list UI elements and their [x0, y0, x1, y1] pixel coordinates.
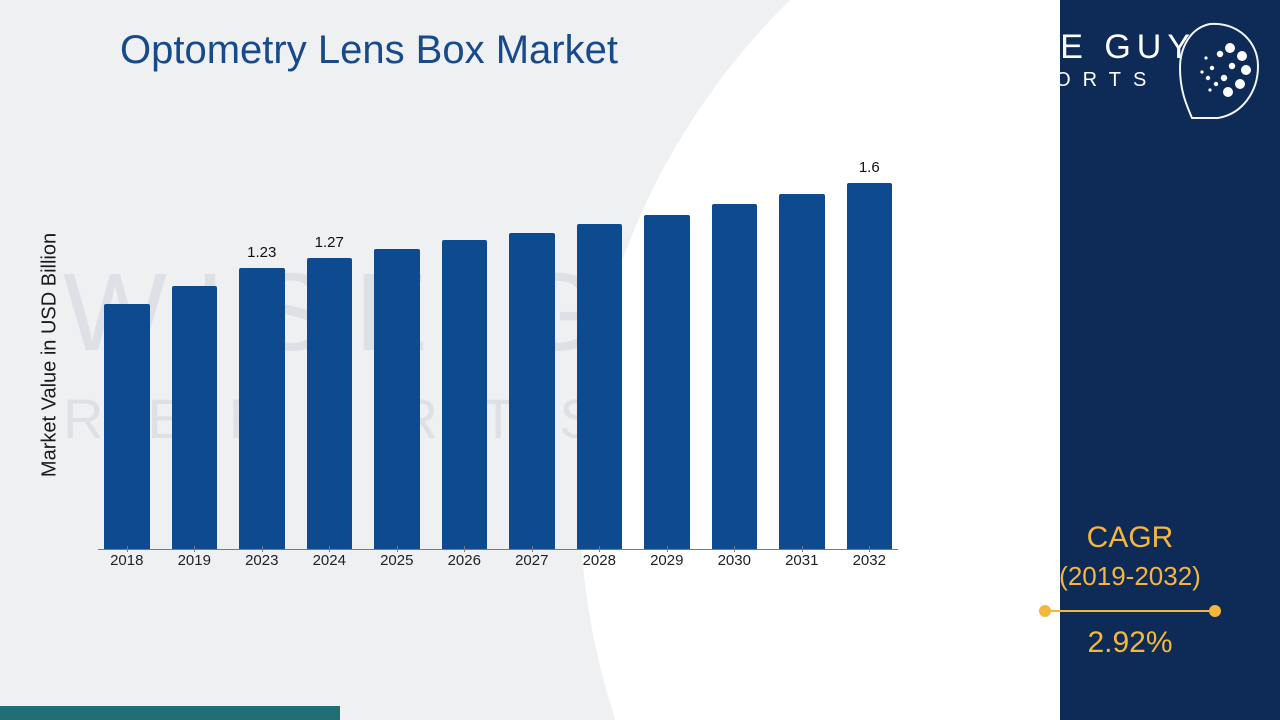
bar-wrap: 1.6	[847, 159, 893, 549]
bar-wrap: 1.23	[239, 244, 285, 549]
y-axis-label: Market Value in USD Billion	[39, 233, 62, 477]
bar	[172, 286, 218, 549]
plot-area: 1.23 1.27 1.6	[98, 160, 898, 550]
bar	[577, 224, 623, 549]
bar	[847, 183, 893, 549]
bar	[712, 204, 758, 549]
bar	[104, 304, 150, 549]
cagr-value: 2.92%	[1010, 626, 1250, 660]
x-tick: 2027	[509, 552, 555, 569]
bar-wrap	[577, 200, 623, 549]
x-tick: 2031	[779, 552, 825, 569]
x-tick: 2030	[712, 552, 758, 569]
stage: WISE GUY REPORTS WISE GUY REPORTS CAGR (…	[0, 0, 1280, 720]
x-tick: 2018	[104, 552, 150, 569]
bar	[374, 249, 420, 549]
bar-wrap	[104, 280, 150, 549]
bar	[509, 233, 555, 549]
x-tick: 2026	[442, 552, 488, 569]
x-tick: 2032	[847, 552, 893, 569]
cagr-separator	[1045, 610, 1215, 612]
bar	[239, 268, 285, 549]
bar-wrap	[509, 209, 555, 549]
bars-container: 1.23 1.27 1.6	[98, 160, 898, 549]
bar-wrap	[712, 180, 758, 549]
bar-chart: Market Value in USD Billion 1.231.271.6 …	[80, 160, 900, 580]
bar-wrap: 1.27	[307, 234, 353, 549]
x-tick: 2024	[307, 552, 353, 569]
bar-value-label: 1.6	[859, 159, 880, 177]
bottom-strip	[0, 706, 340, 720]
bar-wrap	[644, 191, 690, 549]
bar	[644, 215, 690, 549]
bar	[442, 240, 488, 549]
bar-value-label: 1.23	[247, 244, 276, 262]
bar-wrap	[374, 225, 420, 549]
bar-value-label: 1.27	[315, 234, 344, 252]
brand-head-icon	[1172, 18, 1262, 128]
bar	[779, 194, 825, 549]
x-tick: 2028	[577, 552, 623, 569]
x-ticks: 2018 2019 2023 2024 2025 2026 2027 2028 2029 2030…	[98, 552, 898, 569]
x-tick: 2029	[644, 552, 690, 569]
bar-wrap	[442, 216, 488, 549]
bar	[307, 258, 353, 549]
page-title: Optometry Lens Box Market	[120, 28, 618, 73]
cagr-range: (2019-2032)	[1010, 561, 1250, 592]
cagr-label: CAGR	[1010, 521, 1250, 555]
bar-wrap	[779, 170, 825, 549]
x-tick: 2023	[239, 552, 285, 569]
x-tick: 2019	[172, 552, 218, 569]
x-tick: 2025	[374, 552, 420, 569]
bar-wrap	[172, 262, 218, 549]
cagr-block: CAGR (2019-2032) 2.92%	[1010, 521, 1250, 660]
